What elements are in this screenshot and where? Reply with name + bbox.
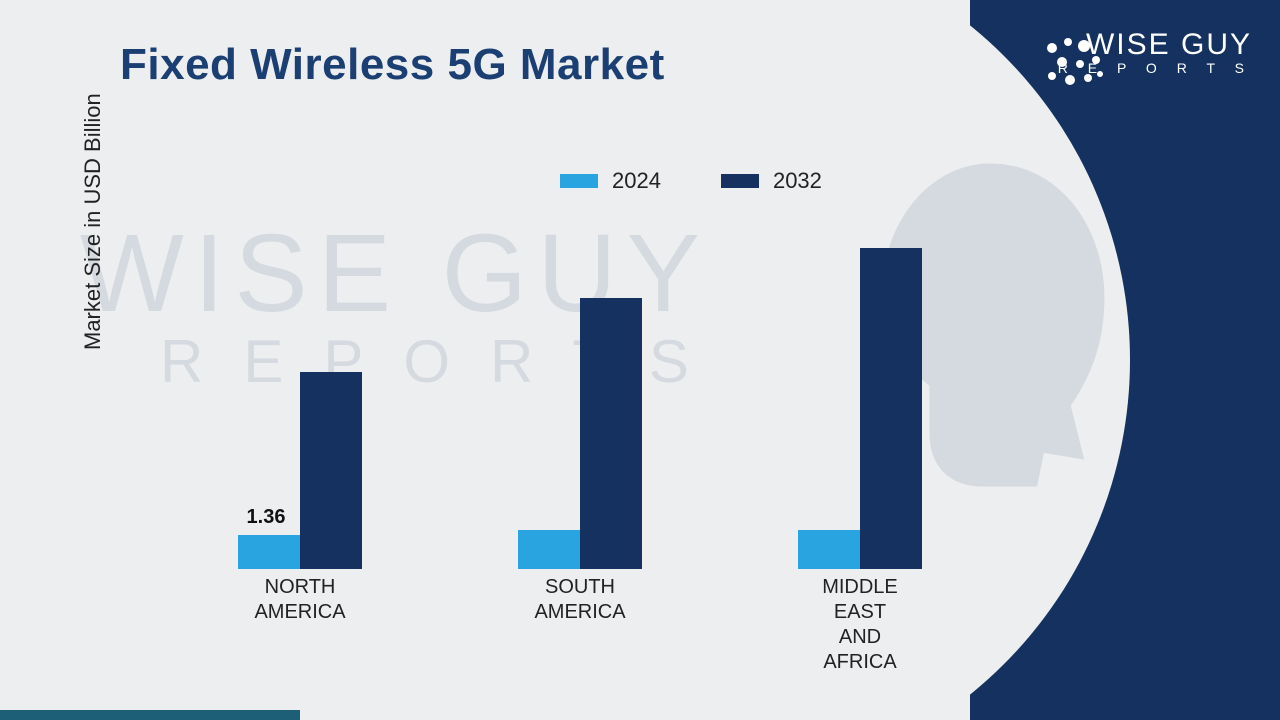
brand-line1: WISE GUY [1058, 28, 1252, 62]
bar-value-label: 1.36 [236, 506, 296, 529]
x-axis-label: NORTH AMERICA [210, 575, 390, 625]
brand-logo: WISE GUY R E P O R T S [1058, 28, 1252, 76]
legend-swatch-2024 [560, 174, 598, 188]
bar-group: 1.36 [210, 372, 390, 569]
bar-group [770, 248, 950, 569]
legend-item-2032: 2032 [721, 168, 822, 194]
brand-line2: R E P O R T S [1058, 60, 1252, 76]
x-axis-label: SOUTH AMERICA [490, 575, 670, 625]
bar-chart: Market Size in USD Billion 2024 2032 1.3… [60, 150, 940, 680]
chart-legend: 2024 2032 [560, 168, 822, 194]
y-axis-label: Market Size in USD Billion [80, 93, 106, 350]
legend-item-2024: 2024 [560, 168, 661, 194]
legend-label-2032: 2032 [773, 168, 822, 194]
bar-group [490, 298, 670, 569]
infographic-canvas: WISE GUY REPORTS Fixed Wireless 5G Marke… [0, 0, 1280, 720]
x-axis-label: MIDDLE EAST AND AFRICA [770, 575, 950, 675]
page-title: Fixed Wireless 5G Market [120, 40, 665, 90]
x-axis-labels: NORTH AMERICASOUTH AMERICAMIDDLE EAST AN… [180, 575, 940, 695]
bar [518, 530, 580, 569]
bottom-accent-bar [0, 710, 300, 720]
legend-label-2024: 2024 [612, 168, 661, 194]
bar [580, 298, 642, 569]
bar [798, 530, 860, 569]
bar [300, 372, 362, 569]
bar [238, 535, 300, 569]
bar [860, 248, 922, 569]
legend-swatch-2032 [721, 174, 759, 188]
chart-plot-area: 1.36 [180, 200, 940, 570]
